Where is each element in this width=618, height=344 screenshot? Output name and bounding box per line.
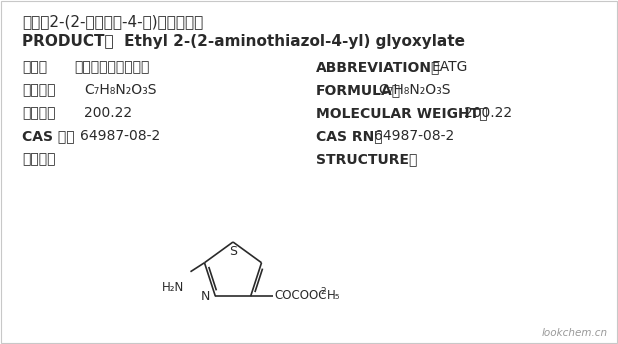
Text: STRUCTURE：: STRUCTURE： xyxy=(316,152,417,166)
Text: N: N xyxy=(201,290,210,303)
Text: 64987-08-2: 64987-08-2 xyxy=(80,129,160,143)
Text: CAS 号：: CAS 号： xyxy=(22,129,75,143)
Text: C₇H₈N₂O₃S: C₇H₈N₂O₃S xyxy=(378,83,451,97)
Text: H₂N: H₂N xyxy=(162,281,184,294)
Text: 64987-08-2: 64987-08-2 xyxy=(374,129,454,143)
Text: 简称：: 简称： xyxy=(22,60,47,74)
Text: 产品：2-(2-氨基噻唑-4-基)乙醛酸乙酯: 产品：2-(2-氨基噻唑-4-基)乙醛酸乙酯 xyxy=(22,14,203,29)
Text: FORMULA：: FORMULA： xyxy=(316,83,401,97)
Text: 结构式：: 结构式： xyxy=(22,152,56,166)
Text: COCOOC: COCOOC xyxy=(274,289,327,302)
Text: C₇H₈N₂O₃S: C₇H₈N₂O₃S xyxy=(84,83,156,97)
Text: 2: 2 xyxy=(321,287,326,296)
Text: CAS RN：: CAS RN： xyxy=(316,129,383,143)
Text: EATG: EATG xyxy=(432,60,468,74)
Text: MOLECULAR WEIGHT：: MOLECULAR WEIGHT： xyxy=(316,106,488,120)
Text: 分子量：: 分子量： xyxy=(22,106,56,120)
Text: H₅: H₅ xyxy=(327,289,340,302)
Text: 200.22: 200.22 xyxy=(84,106,132,120)
Text: lookchem.cn: lookchem.cn xyxy=(542,328,608,338)
Text: 200.22: 200.22 xyxy=(464,106,512,120)
Text: S: S xyxy=(229,245,237,258)
Text: 氨基噻唑乙醛酸乙酯: 氨基噻唑乙醛酸乙酯 xyxy=(74,60,150,74)
Text: 分子式：: 分子式： xyxy=(22,83,56,97)
Text: PRODUCT：  Ethyl 2-(2-aminothiazol-4-yl) glyoxylate: PRODUCT： Ethyl 2-(2-aminothiazol-4-yl) g… xyxy=(22,34,465,49)
Text: ABBREVIATION：: ABBREVIATION： xyxy=(316,60,441,74)
